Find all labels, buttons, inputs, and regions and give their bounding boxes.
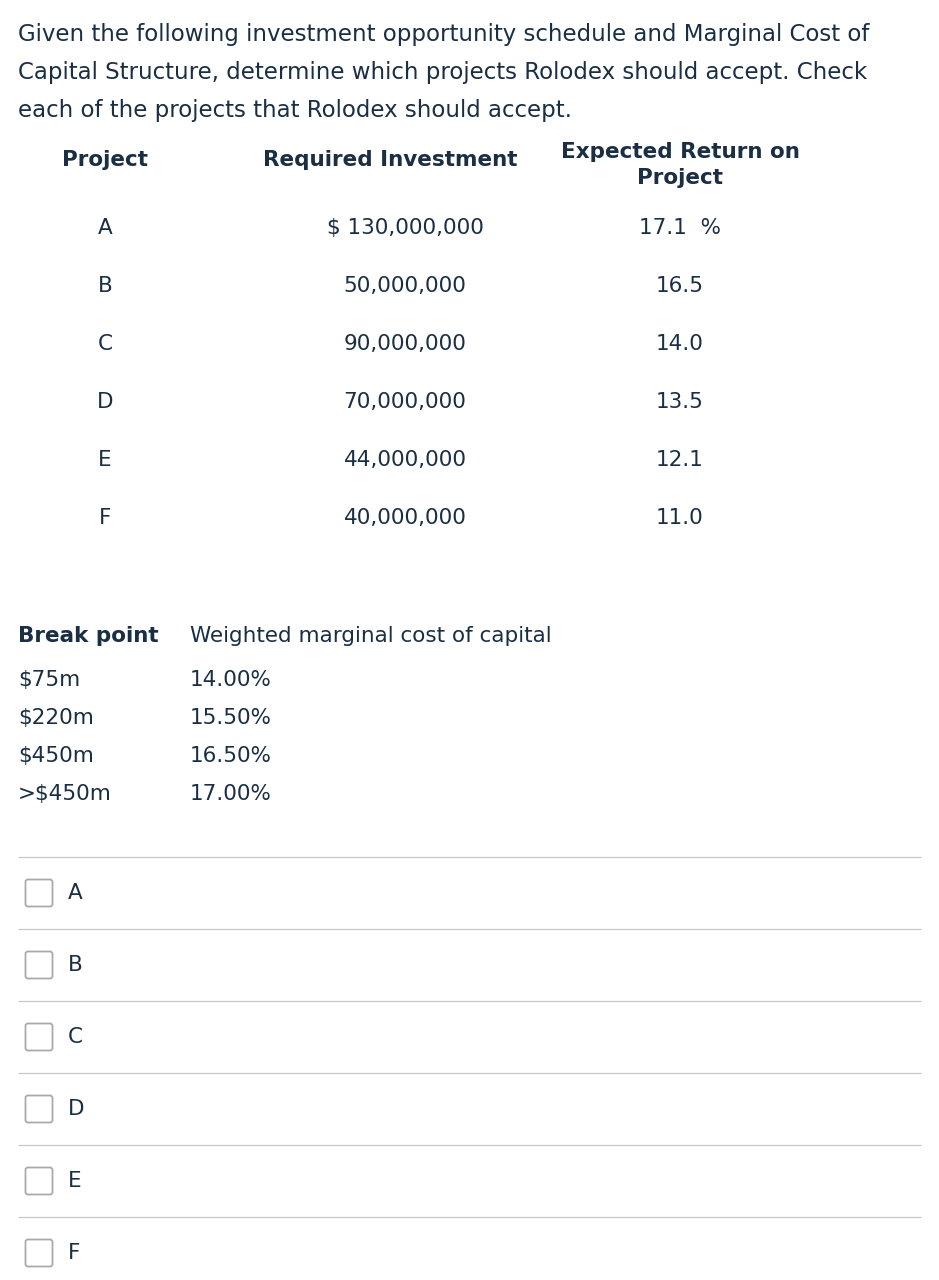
Text: 12.1: 12.1 <box>656 451 704 470</box>
Text: A: A <box>98 218 113 238</box>
Text: 16.50%: 16.50% <box>190 746 272 765</box>
Text: Weighted marginal cost of capital: Weighted marginal cost of capital <box>190 626 551 646</box>
Text: $ 130,000,000: $ 130,000,000 <box>327 218 484 238</box>
Text: 16.5: 16.5 <box>656 276 704 296</box>
Text: $75m: $75m <box>18 669 80 690</box>
FancyBboxPatch shape <box>25 951 53 978</box>
FancyBboxPatch shape <box>25 1024 53 1051</box>
Text: Project: Project <box>637 168 723 188</box>
Text: $450m: $450m <box>18 746 94 765</box>
Text: F: F <box>99 508 111 527</box>
Text: 14.0: 14.0 <box>656 334 704 355</box>
Text: 17.1  %: 17.1 % <box>639 218 721 238</box>
Text: Required Investment: Required Investment <box>263 150 517 170</box>
Text: F: F <box>68 1243 81 1263</box>
Text: 14.00%: 14.00% <box>190 669 272 690</box>
FancyBboxPatch shape <box>25 1239 53 1266</box>
Text: 11.0: 11.0 <box>656 508 704 527</box>
Text: 44,000,000: 44,000,000 <box>344 451 467 470</box>
Text: B: B <box>68 955 83 975</box>
Text: C: C <box>98 334 113 355</box>
FancyBboxPatch shape <box>25 879 53 906</box>
Text: B: B <box>98 276 113 296</box>
Text: 40,000,000: 40,000,000 <box>344 508 467 527</box>
Text: 17.00%: 17.00% <box>190 783 272 804</box>
Text: 13.5: 13.5 <box>656 392 704 412</box>
Text: 70,000,000: 70,000,000 <box>344 392 467 412</box>
Text: Given the following investment opportunity schedule and Marginal Cost of: Given the following investment opportuni… <box>18 23 870 46</box>
Text: 50,000,000: 50,000,000 <box>344 276 467 296</box>
Text: E: E <box>99 451 112 470</box>
Text: Capital Structure, determine which projects Rolodex should accept. Check: Capital Structure, determine which proje… <box>18 61 868 84</box>
Text: >$450m: >$450m <box>18 783 112 804</box>
Text: 90,000,000: 90,000,000 <box>344 334 467 355</box>
Text: E: E <box>68 1171 82 1190</box>
Text: Expected Return on: Expected Return on <box>561 142 799 163</box>
Text: Break point: Break point <box>18 626 159 646</box>
FancyBboxPatch shape <box>25 1096 53 1123</box>
Text: 15.50%: 15.50% <box>190 708 272 728</box>
Text: Project: Project <box>62 150 148 170</box>
Text: C: C <box>68 1027 83 1047</box>
Text: D: D <box>97 392 114 412</box>
FancyBboxPatch shape <box>25 1167 53 1194</box>
Text: $220m: $220m <box>18 708 94 728</box>
Text: each of the projects that Rolodex should accept.: each of the projects that Rolodex should… <box>18 99 572 122</box>
Text: A: A <box>68 883 83 902</box>
Text: D: D <box>68 1100 85 1119</box>
